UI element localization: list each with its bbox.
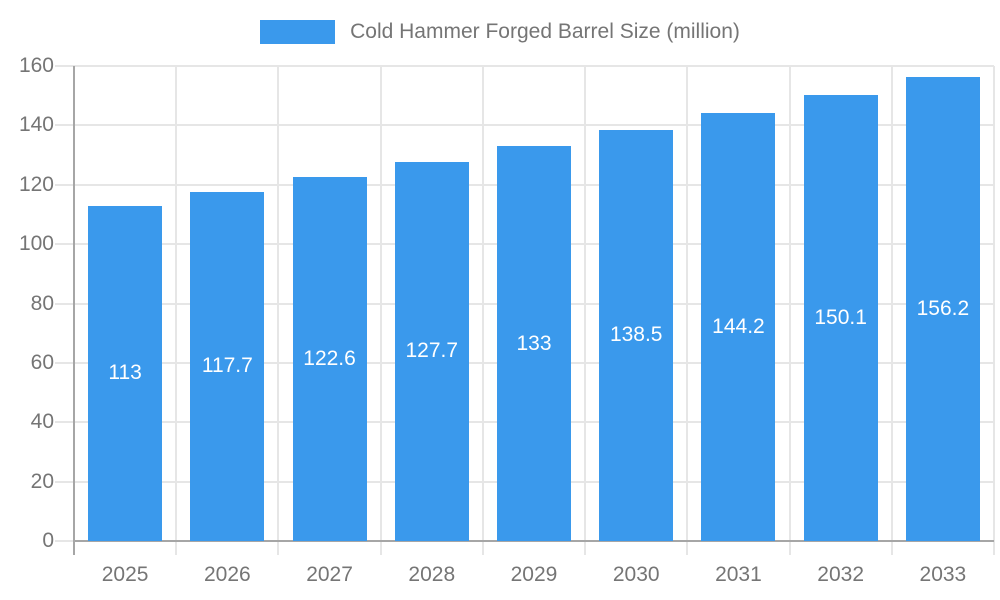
x-axis-line xyxy=(74,540,994,542)
bar-2031[interactable] xyxy=(701,112,776,541)
x-gridline xyxy=(277,66,280,555)
y-axis-tick-label: 120 xyxy=(18,172,54,196)
y-gridline xyxy=(55,65,994,67)
bar-value-label: 117.7 xyxy=(201,354,253,378)
x-axis-tick-label: 2030 xyxy=(612,563,660,586)
bar-2027[interactable] xyxy=(292,177,367,541)
x-gridline xyxy=(379,66,382,555)
bar-2029[interactable] xyxy=(497,146,571,541)
x-axis-tick-label: 2027 xyxy=(306,563,353,586)
bar-2026[interactable] xyxy=(190,191,265,541)
x-axis-tick-label: 2025 xyxy=(101,563,149,586)
bar-value-label: 150.1 xyxy=(814,306,867,330)
legend-swatch[interactable] xyxy=(260,19,336,44)
x-gridline xyxy=(481,66,484,555)
x-axis-tick-label: 2031 xyxy=(715,563,762,586)
y-axis-tick-label: 0 xyxy=(42,529,54,552)
x-gridline xyxy=(686,66,689,555)
bar-value-label: 127.7 xyxy=(405,339,459,363)
y-axis-tick-label: 60 xyxy=(30,350,54,374)
bar-2032[interactable] xyxy=(803,95,878,541)
x-axis-tick-label: 2028 xyxy=(408,563,456,586)
bar-value-label: 144.2 xyxy=(712,314,765,338)
bar-value-label: 156.2 xyxy=(916,297,970,321)
y-axis-tick-label: 100 xyxy=(18,232,54,256)
x-gridline xyxy=(175,66,178,555)
y-axis-tick-label: 140 xyxy=(18,113,54,137)
legend-label[interactable]: Cold Hammer Forged Barrel Size (million) xyxy=(350,20,740,43)
y-axis-tick-label: 160 xyxy=(18,54,54,77)
bar-value-label: 113 xyxy=(108,361,142,385)
y-axis-tick-label: 40 xyxy=(30,410,54,434)
x-gridline xyxy=(584,66,587,555)
y-axis-tick-label: 20 xyxy=(30,469,54,493)
x-gridline xyxy=(890,66,893,555)
bar-2030[interactable] xyxy=(599,129,674,541)
bar-2028[interactable] xyxy=(394,161,469,541)
bar-value-label: 133 xyxy=(516,331,552,355)
bar-2025[interactable] xyxy=(88,205,163,541)
x-axis-tick-label: 2026 xyxy=(203,563,251,586)
bar-value-label: 122.6 xyxy=(303,347,356,371)
x-axis-tick-label: 2032 xyxy=(817,563,865,586)
x-axis-tick-label: 2033 xyxy=(919,563,967,586)
bar-2033[interactable] xyxy=(905,77,980,541)
y-axis-tick xyxy=(55,540,74,542)
y-axis-line xyxy=(73,66,75,555)
x-gridline xyxy=(993,66,995,555)
bar-value-label: 138.5 xyxy=(609,323,663,347)
y-axis-tick-label: 80 xyxy=(30,291,54,315)
x-axis-tick-label: 2029 xyxy=(510,563,558,586)
x-gridline xyxy=(788,66,791,555)
y-gridline xyxy=(55,124,994,127)
chart-legend[interactable]: Cold Hammer Forged Barrel Size (million) xyxy=(0,18,1000,45)
